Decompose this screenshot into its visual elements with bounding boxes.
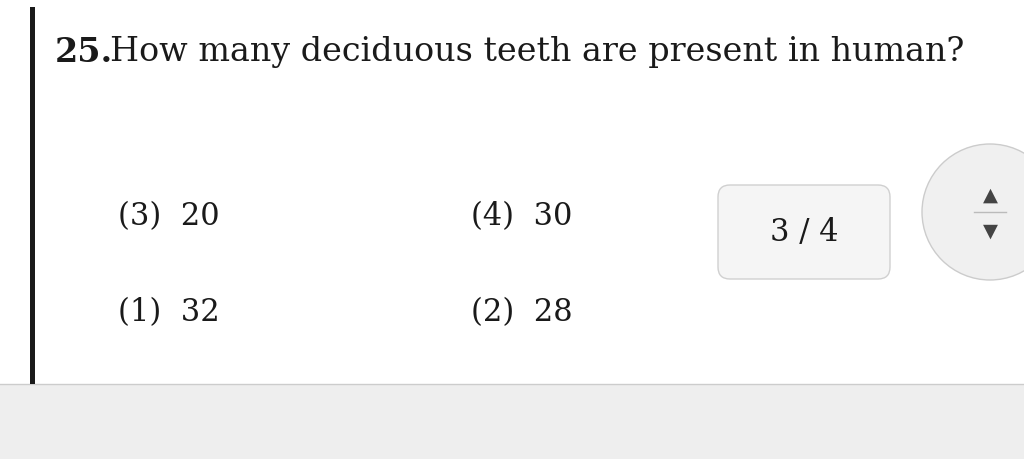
Text: (1)  32: (1) 32: [118, 297, 219, 328]
FancyBboxPatch shape: [718, 185, 890, 280]
Text: ▲: ▲: [982, 185, 997, 204]
Text: 3 / 4: 3 / 4: [770, 217, 839, 248]
Text: (2)  28: (2) 28: [471, 297, 572, 328]
Text: 25.: 25.: [55, 35, 114, 68]
Text: (4)  30: (4) 30: [471, 200, 572, 231]
Text: (3)  20: (3) 20: [118, 200, 219, 231]
FancyBboxPatch shape: [0, 384, 1024, 459]
FancyBboxPatch shape: [30, 8, 35, 384]
Circle shape: [922, 145, 1024, 280]
Text: How many deciduous teeth are present in human?: How many deciduous teeth are present in …: [110, 36, 965, 68]
Text: ▼: ▼: [982, 221, 997, 240]
